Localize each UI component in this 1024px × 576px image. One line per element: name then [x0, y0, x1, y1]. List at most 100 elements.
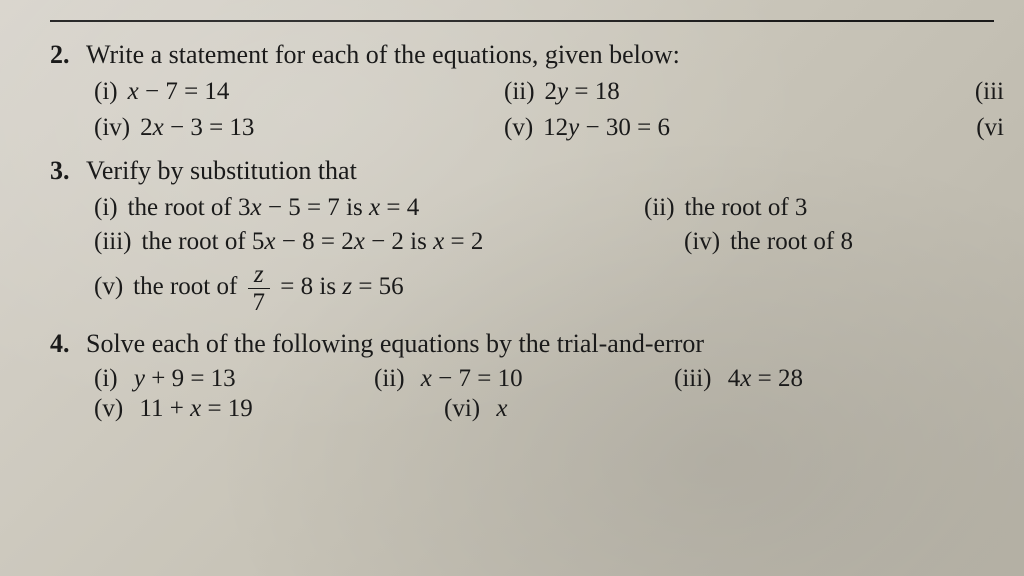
question-2: 2. Write a statement for each of the equ… [50, 40, 994, 142]
q4-item-iii: (iii) 4x = 28 [674, 365, 954, 393]
q3-item-iii: (iii) the root of 5x − 8 = 2x − 2 is x =… [94, 228, 684, 256]
q3-item-i: (i) the root of 3x − 5 = 7 is x = 4 [94, 194, 644, 222]
q2-item-iii: (iii [975, 78, 1014, 106]
q2-row-1: (i) x − 7 = 14 (ii) 2y = 18 (iii [94, 78, 994, 106]
q4-row-2: (v) 11 + x = 19 (vi) x [94, 395, 994, 423]
q2-i-label: (i) [94, 78, 118, 106]
q4-i-label: (i) [94, 365, 118, 392]
q2-items: (i) x − 7 = 14 (ii) 2y = 18 (iii (iv) 2x… [94, 78, 994, 142]
q3-row-1: (i) the root of 3x − 5 = 7 is x = 4 (ii)… [94, 194, 994, 222]
question-4: 4. Solve each of the following equations… [50, 329, 994, 423]
q2-ii-pre: 2 [545, 78, 558, 105]
q3-v-solvar: z [342, 273, 352, 300]
q3-iii-eqpre: 5 [252, 228, 265, 255]
q2-v-label: (v) [504, 114, 533, 142]
q2-item-vi: (vi [976, 114, 1014, 142]
q4-item-ii: (ii) x − 7 = 10 [374, 365, 674, 393]
q4-v-rest: = 19 [201, 395, 253, 422]
q2-item-iv: (iv) 2x − 3 = 13 [94, 114, 504, 142]
q4-ii-label: (ii) [374, 365, 405, 392]
q3-number: 3. [50, 156, 82, 186]
q2-number: 2. [50, 40, 82, 70]
q2-row-2: (iv) 2x − 3 = 13 (v) 12y − 30 = 6 (vi [94, 114, 994, 142]
q3-v-fractop: z [248, 262, 270, 289]
q3-iii-eqvar: x [264, 228, 275, 255]
q3-i-eqpre: 3 [238, 194, 251, 221]
q3-i-label: (i) [94, 194, 118, 222]
q3-iii-label: (iii) [94, 228, 132, 256]
q3-v-is: is [313, 273, 342, 300]
q3-i-solrest: = 4 [380, 194, 419, 221]
horizontal-rule [50, 20, 994, 22]
q2-v-var: y [568, 114, 579, 141]
q4-ii-var: x [421, 365, 432, 392]
q2-iii-label: (iii [975, 78, 1004, 106]
q2-item-ii: (ii) 2y = 18 [504, 78, 924, 106]
q4-v-pre: 11 + [139, 395, 190, 422]
q3-iv-pre: the root of 8 [730, 228, 853, 256]
q2-iv-var: x [153, 114, 164, 141]
q2-v-equation: 12y − 30 = 6 [543, 114, 670, 142]
q2-ii-equation: 2y = 18 [545, 78, 620, 106]
q3-item-v: (v) the root of z7 = 8 is z = 56 [94, 262, 644, 315]
q2-text: Write a statement for each of the equati… [86, 40, 680, 69]
q3-iii-solrest: = 2 [444, 228, 483, 255]
q3-i-pre: the root of [128, 194, 238, 221]
q3-iii-solvar: x [433, 228, 444, 255]
q3-text: Verify by substitution that [86, 156, 357, 185]
q3-items: (i) the root of 3x − 5 = 7 is x = 4 (ii)… [94, 194, 994, 315]
q2-iv-equation: 2x − 3 = 13 [140, 114, 254, 142]
q4-row-1: (i) y + 9 = 13 (ii) x − 7 = 10 (iii) 4x … [94, 365, 994, 393]
q3-i-is: is [340, 194, 369, 221]
q4-v-label: (v) [94, 395, 123, 422]
q2-item-v: (v) 12y − 30 = 6 [504, 114, 924, 142]
q3-v-label: (v) [94, 273, 123, 301]
q4-item-v: (v) 11 + x = 19 [94, 395, 374, 423]
q2-iv-label: (iv) [94, 114, 130, 142]
q2-vi-label: (vi [976, 114, 1004, 142]
q4-vi-label: (vi) [444, 395, 480, 422]
q3-v-solrest: = 56 [352, 273, 404, 300]
q2-ii-var: y [557, 78, 568, 105]
q4-items: (i) y + 9 = 13 (ii) x − 7 = 10 (iii) 4x … [94, 365, 994, 423]
q4-number: 4. [50, 329, 82, 359]
q3-item-ii: (ii) the root of 3 [644, 194, 994, 222]
q4-v-var: x [190, 395, 201, 422]
q3-iii-pre: the root of [142, 228, 252, 255]
q3-v-pre: the root of [133, 273, 243, 300]
q4-vi-var: x [496, 395, 507, 422]
q3-i-content: the root of 3x − 5 = 7 is x = 4 [128, 194, 420, 222]
q3-i-eqrest: − 5 = 7 [262, 194, 340, 221]
q3-iii-eqrest: − 8 = 2 [276, 228, 354, 255]
q2-i-equation: x − 7 = 14 [128, 78, 230, 106]
q2-ii-label: (ii) [504, 78, 535, 106]
q4-iii-label: (iii) [674, 365, 712, 392]
q2-i-var: x [128, 78, 139, 105]
q3-iii-eqrest2: − 2 [365, 228, 404, 255]
q3-i-eqvar: x [251, 194, 262, 221]
q3-v-eqrest: = 8 [274, 273, 313, 300]
q2-ii-rest: = 18 [568, 78, 620, 105]
q3-iii-is: is [404, 228, 433, 255]
q3-row-3: (v) the root of z7 = 8 is z = 56 [94, 262, 994, 315]
q3-iii-content: the root of 5x − 8 = 2x − 2 is x = 2 [142, 228, 484, 256]
q4-iii-rest: = 28 [751, 365, 803, 392]
q4-i-rest: + 9 = 13 [145, 365, 236, 392]
q3-row-2: (iii) the root of 5x − 8 = 2x − 2 is x =… [94, 228, 994, 256]
q2-item-i: (i) x − 7 = 14 [94, 78, 504, 106]
q2-iv-pre: 2 [140, 114, 153, 141]
q3-item-iv: (iv) the root of 8 [684, 228, 994, 256]
q3-v-content: the root of z7 = 8 is z = 56 [133, 262, 404, 315]
q2-i-rest: − 7 = 14 [139, 78, 230, 105]
q3-v-fracbot: 7 [247, 289, 272, 315]
q3-iv-label: (iv) [684, 228, 720, 256]
question-3: 3. Verify by substitution that (i) the r… [50, 156, 994, 315]
q4-i-var: y [134, 365, 145, 392]
q4-item-i: (i) y + 9 = 13 [94, 365, 374, 393]
q2-iv-rest: − 3 = 13 [164, 114, 255, 141]
q4-item-vi: (vi) x [374, 395, 674, 423]
q4-ii-rest: − 7 = 10 [432, 365, 523, 392]
q4-text: Solve each of the following equations by… [86, 329, 704, 358]
q3-ii-pre: the root of 3 [685, 194, 808, 222]
fraction-icon: z7 [247, 262, 272, 315]
